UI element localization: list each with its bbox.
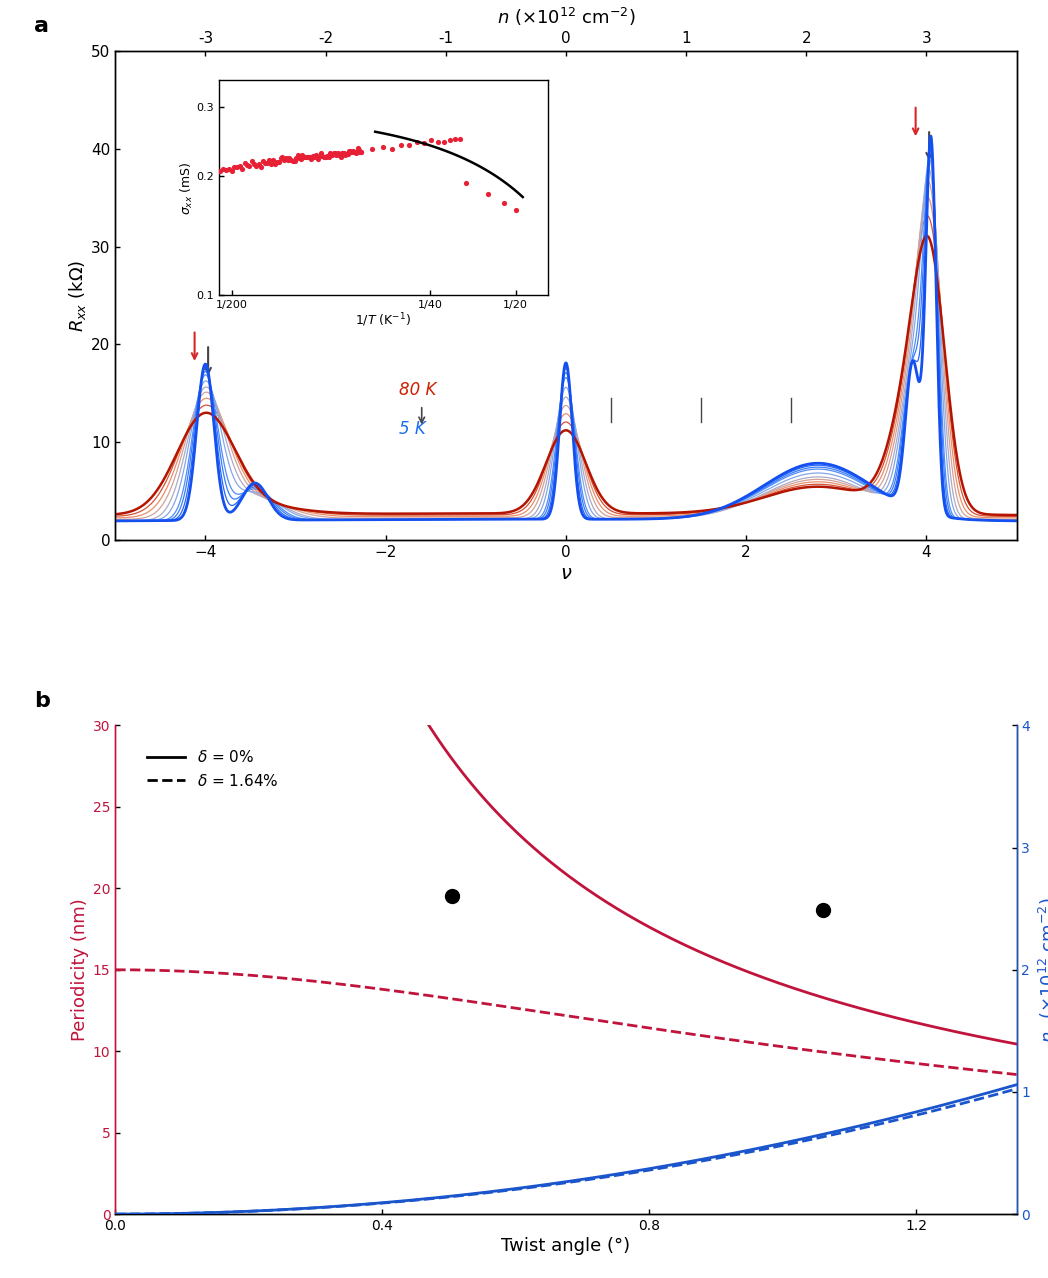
- Y-axis label: $R_{xx}$ (k$\Omega$): $R_{xx}$ (k$\Omega$): [67, 259, 88, 331]
- X-axis label: $\nu$: $\nu$: [560, 564, 572, 583]
- Y-axis label: Periodicity (nm): Periodicity (nm): [70, 898, 89, 1042]
- Text: 5 K: 5 K: [399, 420, 425, 438]
- X-axis label: $n$ ($\times$10$^{12}$ cm$^{-2}$): $n$ ($\times$10$^{12}$ cm$^{-2}$): [497, 6, 635, 28]
- Text: 80 K: 80 K: [399, 381, 437, 399]
- Text: a: a: [35, 17, 49, 37]
- Y-axis label: $n_s$ ($\times$10$^{12}$ cm$^{-2}$): $n_s$ ($\times$10$^{12}$ cm$^{-2}$): [1038, 897, 1048, 1043]
- Text: b: b: [35, 691, 50, 711]
- Legend: $\delta$ = 0%, $\delta$ = 1.64%: $\delta$ = 0%, $\delta$ = 1.64%: [140, 743, 285, 795]
- X-axis label: Twist angle (°): Twist angle (°): [501, 1237, 631, 1255]
